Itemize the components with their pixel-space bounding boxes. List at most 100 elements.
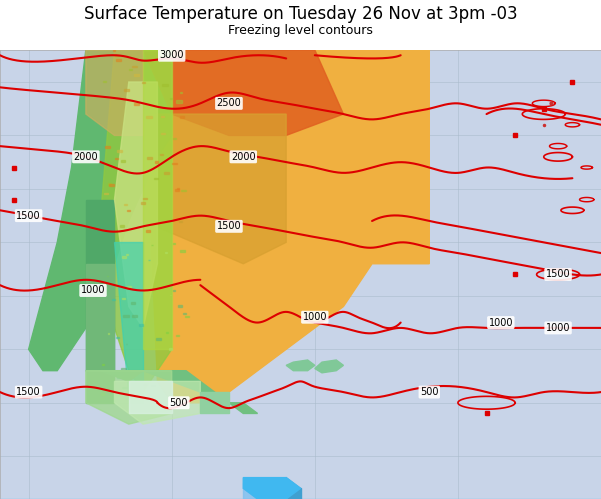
Polygon shape xyxy=(129,381,172,414)
Polygon shape xyxy=(109,184,114,186)
Text: 2500: 2500 xyxy=(216,98,242,108)
Text: 3000: 3000 xyxy=(159,50,184,60)
Polygon shape xyxy=(139,324,142,326)
Polygon shape xyxy=(143,50,429,403)
Polygon shape xyxy=(178,221,182,223)
Polygon shape xyxy=(143,50,343,135)
Polygon shape xyxy=(162,133,165,134)
Polygon shape xyxy=(122,387,127,389)
Polygon shape xyxy=(115,55,119,56)
Polygon shape xyxy=(177,188,178,189)
Polygon shape xyxy=(101,393,105,395)
Polygon shape xyxy=(131,302,135,303)
Polygon shape xyxy=(113,50,115,51)
Polygon shape xyxy=(112,298,115,300)
Polygon shape xyxy=(200,392,229,414)
Text: 500: 500 xyxy=(420,387,439,397)
Polygon shape xyxy=(121,368,126,370)
Polygon shape xyxy=(127,286,132,288)
Polygon shape xyxy=(176,100,182,102)
Polygon shape xyxy=(151,245,153,246)
Text: 1500: 1500 xyxy=(16,211,41,221)
Polygon shape xyxy=(173,290,175,291)
Polygon shape xyxy=(143,384,146,385)
Polygon shape xyxy=(120,225,124,227)
Polygon shape xyxy=(180,250,186,251)
Polygon shape xyxy=(129,69,132,70)
Polygon shape xyxy=(147,116,151,118)
Polygon shape xyxy=(183,312,186,314)
Text: 1500: 1500 xyxy=(16,387,41,397)
Text: 2000: 2000 xyxy=(73,152,98,162)
Polygon shape xyxy=(106,275,108,276)
Polygon shape xyxy=(174,189,179,191)
Polygon shape xyxy=(151,385,155,386)
Polygon shape xyxy=(147,157,151,159)
Polygon shape xyxy=(164,172,169,174)
Polygon shape xyxy=(176,335,178,336)
Polygon shape xyxy=(142,82,145,83)
Polygon shape xyxy=(143,198,147,199)
Polygon shape xyxy=(122,297,125,298)
Polygon shape xyxy=(139,396,144,398)
Polygon shape xyxy=(117,150,122,152)
Polygon shape xyxy=(160,154,163,155)
Polygon shape xyxy=(286,360,315,371)
Polygon shape xyxy=(178,305,182,307)
Polygon shape xyxy=(124,89,129,91)
Polygon shape xyxy=(181,58,183,59)
Polygon shape xyxy=(181,190,186,192)
Polygon shape xyxy=(180,116,184,118)
Polygon shape xyxy=(86,200,114,371)
Polygon shape xyxy=(132,65,137,67)
Polygon shape xyxy=(162,84,168,86)
Polygon shape xyxy=(315,360,343,373)
Text: 1500: 1500 xyxy=(216,222,241,232)
Polygon shape xyxy=(132,315,137,317)
Polygon shape xyxy=(29,50,172,371)
Polygon shape xyxy=(116,59,121,61)
Polygon shape xyxy=(86,264,114,403)
Polygon shape xyxy=(143,50,172,349)
Polygon shape xyxy=(243,478,300,499)
Polygon shape xyxy=(102,364,104,365)
Polygon shape xyxy=(169,294,171,295)
Text: Surface Temperature on Tuesday 26 Nov at 3pm -03: Surface Temperature on Tuesday 26 Nov at… xyxy=(84,5,517,23)
Polygon shape xyxy=(123,314,129,317)
Polygon shape xyxy=(100,50,172,392)
Polygon shape xyxy=(121,160,125,162)
Polygon shape xyxy=(134,103,139,105)
Text: 1000: 1000 xyxy=(489,317,513,327)
Polygon shape xyxy=(166,332,168,333)
Text: 1000: 1000 xyxy=(81,285,105,295)
Text: 1000: 1000 xyxy=(302,312,327,322)
Polygon shape xyxy=(108,333,109,334)
Polygon shape xyxy=(114,243,143,403)
Polygon shape xyxy=(114,381,200,424)
Polygon shape xyxy=(185,316,189,317)
Text: Freezing level contours: Freezing level contours xyxy=(228,24,373,37)
Polygon shape xyxy=(185,375,187,376)
Polygon shape xyxy=(146,230,150,232)
Polygon shape xyxy=(117,377,120,378)
Polygon shape xyxy=(171,98,172,99)
Polygon shape xyxy=(154,178,158,179)
Polygon shape xyxy=(243,478,300,499)
Polygon shape xyxy=(154,161,158,163)
Polygon shape xyxy=(161,116,164,117)
Polygon shape xyxy=(86,371,172,424)
Polygon shape xyxy=(121,256,126,258)
Polygon shape xyxy=(127,210,130,211)
Polygon shape xyxy=(105,146,111,148)
Text: 1500: 1500 xyxy=(546,269,570,279)
Polygon shape xyxy=(126,253,128,254)
Polygon shape xyxy=(148,259,150,260)
Polygon shape xyxy=(169,348,172,350)
Polygon shape xyxy=(108,184,111,185)
Text: 500: 500 xyxy=(169,398,188,408)
Polygon shape xyxy=(180,92,182,93)
Text: 1000: 1000 xyxy=(546,323,570,333)
Polygon shape xyxy=(103,193,108,194)
Polygon shape xyxy=(115,158,118,159)
Polygon shape xyxy=(124,204,127,205)
